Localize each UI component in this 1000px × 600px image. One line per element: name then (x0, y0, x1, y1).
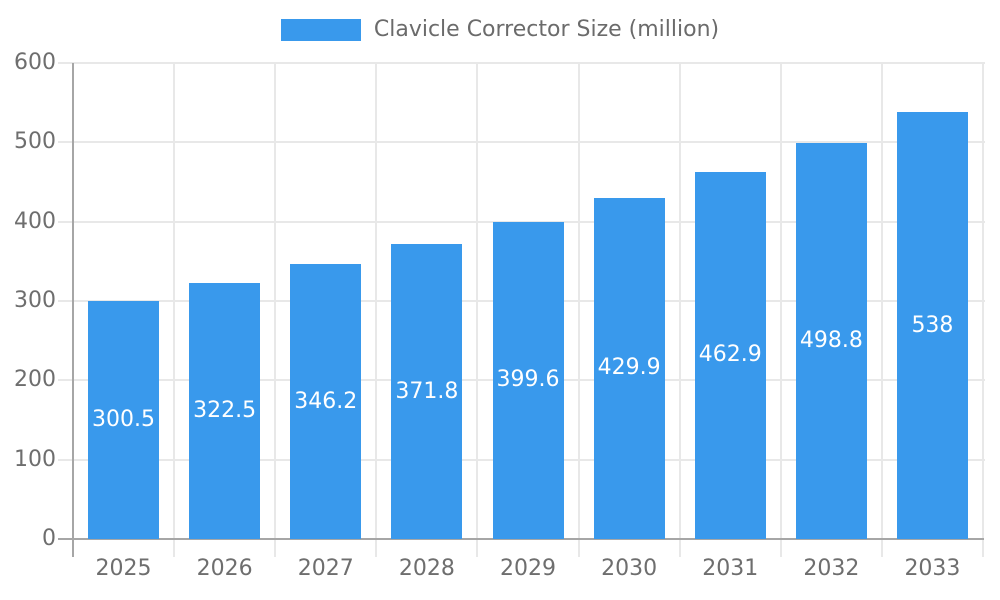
y-axis-tick-label: 400 (14, 208, 56, 234)
bar-2025[interactable] (88, 300, 160, 539)
x-axis-tick-label: 2027 (297, 556, 354, 581)
bar-2030[interactable] (593, 197, 665, 539)
gridline-x-boundary (779, 63, 782, 557)
gridline-x-boundary (274, 63, 277, 557)
y-axis-line (72, 63, 74, 557)
bar-value-label: 322.5 (193, 398, 257, 424)
gridline-y-400 (58, 220, 985, 223)
x-axis-tick-label: 2032 (803, 556, 860, 581)
gridline-x-boundary (476, 63, 479, 557)
legend[interactable]: Clavicle Corrector Size (million) (0, 17, 1000, 43)
x-axis-tick-label: 2028 (398, 556, 455, 581)
gridline-x-boundary (173, 63, 176, 557)
gridline-x-boundary (375, 63, 378, 557)
bar-2033[interactable] (896, 112, 968, 539)
x-axis-tick-label: 2026 (196, 556, 253, 581)
bar-value-label: 429.9 (597, 355, 661, 381)
legend-swatch-icon (280, 19, 361, 41)
gridline-x-boundary (982, 63, 984, 557)
y-axis-tick-label: 200 (14, 367, 56, 393)
bar-value-label: 300.5 (92, 406, 156, 432)
gridline-x-boundary (678, 63, 681, 557)
legend-label: Clavicle Corrector Size (million) (373, 17, 720, 42)
y-axis-tick-label: 600 (14, 50, 56, 75)
bar-2031[interactable] (694, 171, 766, 539)
x-axis-tick-label: 2033 (904, 556, 961, 581)
bar-2029[interactable] (492, 221, 564, 539)
bar-2026[interactable] (189, 283, 261, 539)
bar-value-label: 346.2 (294, 388, 358, 414)
gridline-y-600 (58, 62, 985, 64)
bar-value-label: 462.9 (698, 342, 762, 368)
bar-2028[interactable] (391, 244, 463, 539)
x-axis-tick-label: 2025 (95, 556, 152, 581)
y-axis-tick-label: 0 (42, 526, 56, 551)
bar-value-label: 371.8 (395, 378, 459, 404)
gridline-x-boundary (577, 63, 580, 557)
x-axis-line (72, 538, 984, 540)
x-axis-tick-label: 2030 (601, 556, 658, 581)
x-axis-tick-label: 2031 (702, 556, 759, 581)
y-axis-tick-label: 100 (14, 446, 56, 472)
y-axis-zero-tick (58, 538, 73, 540)
x-axis-tick-label: 2029 (500, 556, 556, 581)
y-axis-tick-label: 300 (14, 288, 56, 313)
gridline-y-500 (58, 141, 985, 144)
bar-2032[interactable] (795, 143, 867, 539)
y-axis-tick-label: 500 (14, 129, 56, 155)
gridline-x-boundary (880, 63, 883, 557)
bar-value-label: 399.6 (496, 367, 560, 393)
bar-value-label: 538 (911, 312, 954, 338)
bar-value-label: 498.8 (799, 328, 863, 354)
bar-2027[interactable] (290, 264, 362, 539)
